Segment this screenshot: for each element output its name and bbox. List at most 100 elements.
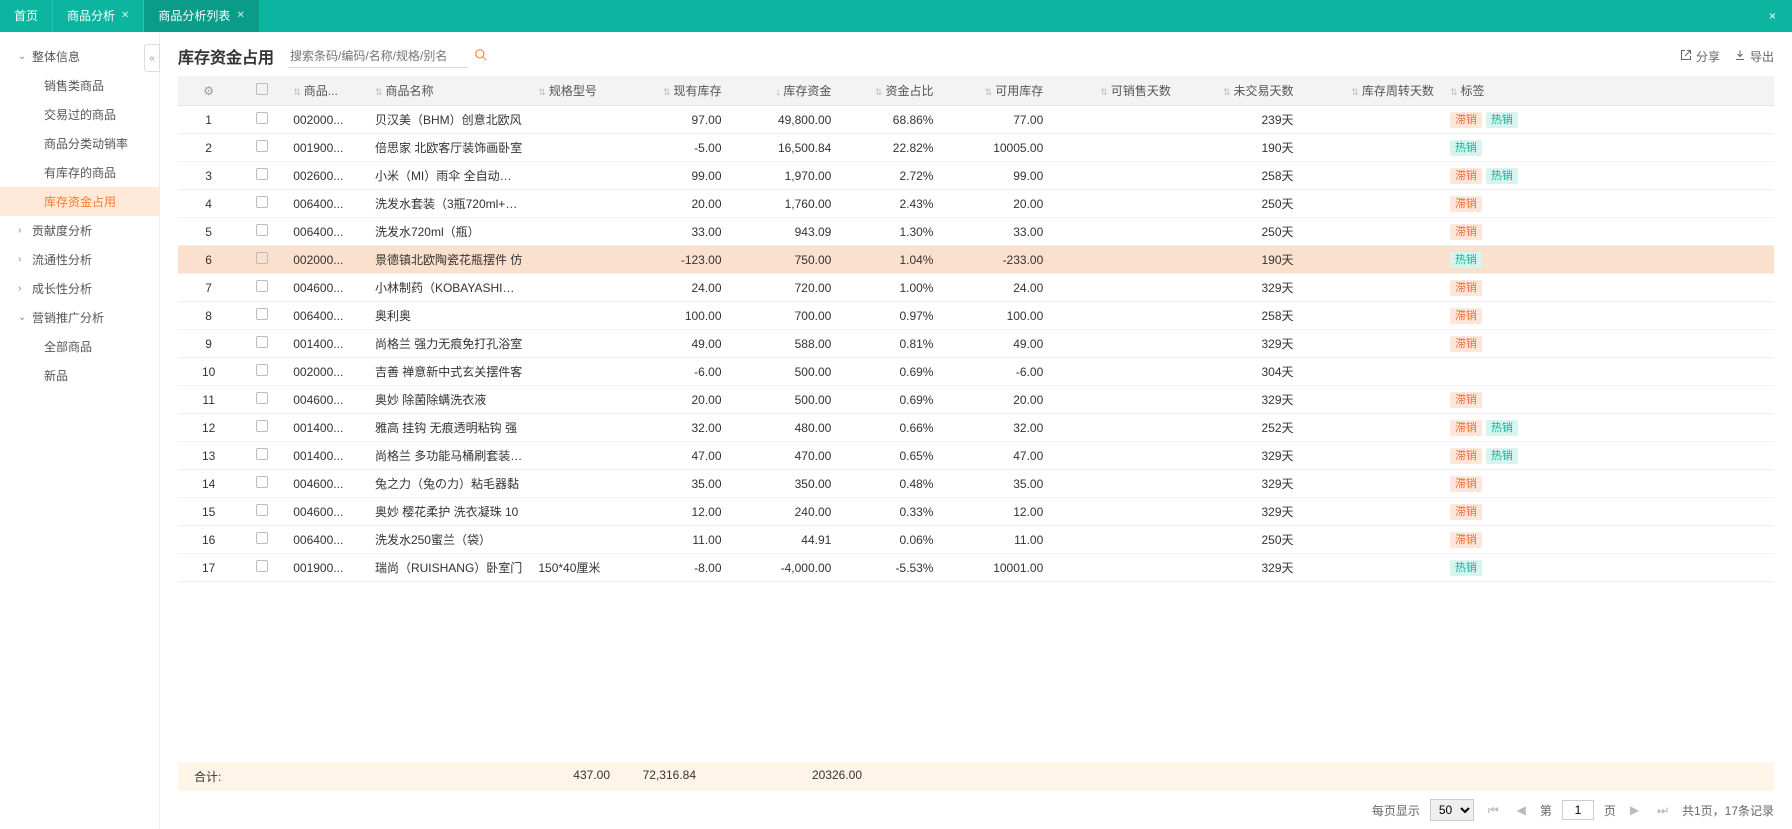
tab-商品分析列表[interactable]: 商品分析列表✕ [144, 0, 259, 32]
col-code[interactable]: 商品... [285, 76, 367, 106]
row-checkbox[interactable] [256, 364, 268, 376]
export-button[interactable]: 导出 [1734, 48, 1774, 65]
col-notrade[interactable]: 未交易天数 [1179, 76, 1302, 106]
row-checkbox[interactable] [256, 532, 268, 544]
sidebar-collapse[interactable]: « [144, 44, 160, 72]
page-input[interactable] [1562, 800, 1594, 820]
row-checkbox[interactable] [256, 196, 268, 208]
table-row[interactable]: 2001900...倍思家 北欧客厅装饰画卧室-5.0016,500.8422.… [178, 134, 1774, 162]
sidebar-group[interactable]: ⌄整体信息 [0, 42, 159, 71]
tag-badge: 滞销 [1450, 308, 1482, 324]
sidebar-item[interactable]: 销售类商品 [0, 71, 159, 100]
pager: 每页显示 50 ⏮ ◀ 第 页 ▶ ⏭ 共1页，17条记录 [160, 791, 1792, 829]
col-tags[interactable]: 标签 [1442, 76, 1774, 106]
col-chk[interactable] [239, 76, 285, 106]
pager-first[interactable]: ⏮ [1484, 803, 1503, 818]
row-checkbox[interactable] [256, 252, 268, 264]
sidebar-item[interactable]: 新品 [0, 361, 159, 390]
search-icon[interactable] [474, 48, 488, 65]
tag-badge: 热销 [1450, 140, 1482, 156]
sidebar-group[interactable]: ⌄营销推广分析 [0, 303, 159, 332]
sidebar-item[interactable]: 交易过的商品 [0, 100, 159, 129]
table-row[interactable]: 12001400...雅高 挂钩 无痕透明粘钩 强32.00480.000.66… [178, 414, 1774, 442]
row-checkbox[interactable] [256, 168, 268, 180]
col-idx[interactable]: ⚙ [178, 76, 239, 106]
col-name[interactable]: 商品名称 [367, 76, 530, 106]
table-row[interactable]: 14004600...兔之力（兔の力）粘毛器黏35.00350.000.48%3… [178, 470, 1774, 498]
row-checkbox[interactable] [256, 336, 268, 348]
row-checkbox[interactable] [256, 308, 268, 320]
tag-badge: 热销 [1486, 420, 1518, 436]
row-checkbox[interactable] [256, 476, 268, 488]
col-capital[interactable]: 库存资金 [730, 76, 840, 106]
table-row[interactable]: 1002000...贝汉美（BHM）创意北欧风97.0049,800.0068.… [178, 106, 1774, 134]
row-checkbox[interactable] [256, 280, 268, 292]
col-ratio[interactable]: 资金占比 [839, 76, 941, 106]
chevron-right-icon: › [18, 225, 28, 236]
page-size-select[interactable]: 50 [1430, 799, 1474, 821]
sidebar-item[interactable]: 商品分类动销率 [0, 129, 159, 158]
tag-badge: 滞销 [1450, 476, 1482, 492]
pager-next[interactable]: ▶ [1626, 803, 1643, 817]
table-row[interactable]: 3002600...小米（MI）雨伞 全自动折叠99.001,970.002.7… [178, 162, 1774, 190]
row-checkbox[interactable] [256, 140, 268, 152]
tag-badge: 滞销 [1450, 336, 1482, 352]
row-checkbox[interactable] [256, 112, 268, 124]
row-checkbox[interactable] [256, 560, 268, 572]
chevron-right-icon: › [18, 283, 28, 294]
table-row[interactable]: 9001400...尚格兰 强力无痕免打孔浴室49.00588.000.81%4… [178, 330, 1774, 358]
close-icon[interactable]: ✕ [236, 0, 244, 32]
col-avail[interactable]: 可用库存 [941, 76, 1051, 106]
sidebar-item[interactable]: 库存资金占用 [0, 187, 159, 216]
page-title: 库存资金占用 [178, 44, 274, 68]
share-button[interactable]: 分享 [1680, 48, 1720, 65]
table-row[interactable]: 5006400...洗发水720ml（瓶）33.00943.091.30%33.… [178, 218, 1774, 246]
row-checkbox[interactable] [256, 392, 268, 404]
sidebar-group[interactable]: ›流通性分析 [0, 245, 159, 274]
tag-badge: 滞销 [1450, 420, 1482, 436]
table-row[interactable]: 7004600...小林制药（KOBAYASHI）日24.00720.001.0… [178, 274, 1774, 302]
close-all-tabs[interactable]: × [1761, 0, 1784, 32]
tab-strip: 首页商品分析✕商品分析列表✕ × [0, 0, 1792, 32]
pager-last[interactable]: ⏭ [1653, 803, 1672, 818]
table-row[interactable]: 6002000...景德镇北欧陶瓷花瓶摆件 仿-123.00750.001.04… [178, 246, 1774, 274]
tab-商品分析[interactable]: 商品分析✕ [53, 0, 144, 32]
data-grid: ⚙ 商品...商品名称规格型号现有库存库存资金资金占比可用库存可销售天数未交易天数… [178, 76, 1774, 582]
checkbox-all[interactable] [256, 83, 268, 95]
col-sellable[interactable]: 可销售天数 [1051, 76, 1179, 106]
table-row[interactable]: 13001400...尚格兰 多功能马桶刷套装 刷47.00470.000.65… [178, 442, 1774, 470]
row-checkbox[interactable] [256, 224, 268, 236]
table-row[interactable]: 17001900...瑞尚（RUISHANG）卧室门150*40厘米-8.00-… [178, 554, 1774, 582]
table-row[interactable]: 11004600...奥妙 除菌除螨洗衣液20.00500.000.69%20.… [178, 386, 1774, 414]
close-icon[interactable]: ✕ [121, 0, 129, 32]
row-checkbox[interactable] [256, 448, 268, 460]
sidebar-group[interactable]: ›成长性分析 [0, 274, 159, 303]
tab-首页[interactable]: 首页 [0, 0, 53, 32]
row-checkbox[interactable] [256, 420, 268, 432]
search-input[interactable] [288, 45, 468, 68]
sidebar-item[interactable]: 全部商品 [0, 332, 159, 361]
pager-prev[interactable]: ◀ [1513, 803, 1530, 817]
sidebar-item[interactable]: 有库存的商品 [0, 158, 159, 187]
sidebar-group[interactable]: ›贡献度分析 [0, 216, 159, 245]
tag-badge: 热销 [1450, 252, 1482, 268]
col-spec[interactable]: 规格型号 [530, 76, 619, 106]
tag-badge: 滞销 [1450, 532, 1482, 548]
tag-badge: 热销 [1486, 112, 1518, 128]
table-row[interactable]: 10002000...吉善 禅意新中式玄关摆件客-6.00500.000.69%… [178, 358, 1774, 386]
tag-badge: 滞销 [1450, 392, 1482, 408]
export-icon [1734, 49, 1746, 64]
row-checkbox[interactable] [256, 504, 268, 516]
col-turnover[interactable]: 库存周转天数 [1302, 76, 1442, 106]
table-row[interactable]: 4006400...洗发水套装（3瓶720ml+1）20.001,760.002… [178, 190, 1774, 218]
chevron-right-icon: › [18, 254, 28, 265]
table-row[interactable]: 15004600...奥妙 樱花柔护 洗衣凝珠 1012.00240.000.3… [178, 498, 1774, 526]
tag-badge: 热销 [1486, 168, 1518, 184]
chevron-down-icon: ⌄ [18, 51, 28, 62]
table-row[interactable]: 16006400...洗发水250蜜兰（袋）11.0044.910.06%11.… [178, 526, 1774, 554]
table-row[interactable]: 8006400...奥利奥100.00700.000.97%100.00258天… [178, 302, 1774, 330]
tag-badge: 滞销 [1450, 504, 1482, 520]
col-stock[interactable]: 现有库存 [620, 76, 730, 106]
gear-icon[interactable]: ⚙ [203, 84, 214, 98]
sidebar: « ⌄整体信息销售类商品交易过的商品商品分类动销率有库存的商品库存资金占用›贡献… [0, 32, 160, 829]
